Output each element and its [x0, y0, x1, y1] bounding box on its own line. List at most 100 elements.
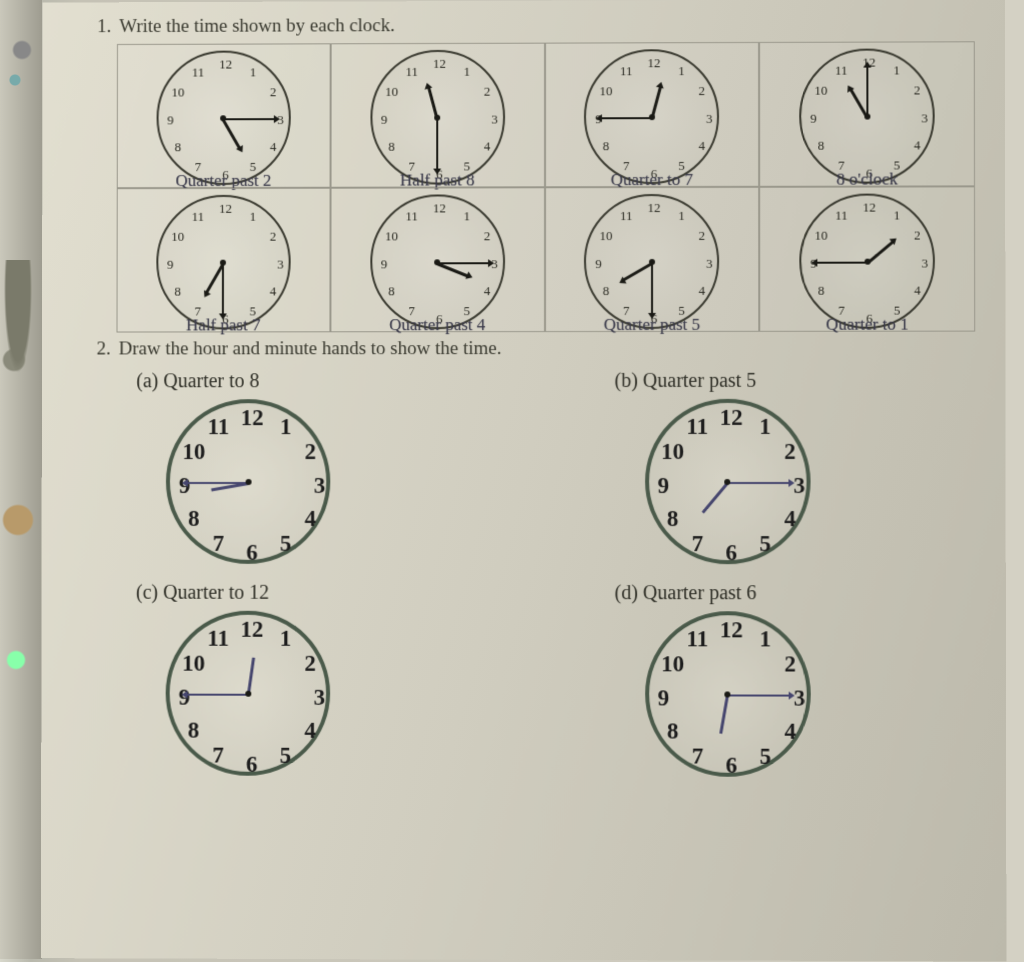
clock-number: 2 [270, 229, 276, 245]
clock-number: 12 [219, 57, 232, 73]
clock-number: 12 [720, 405, 743, 431]
handwritten-answer: Quarter past 5 [546, 316, 759, 333]
q1-clock: 121234567891011 [584, 194, 719, 329]
q2-item: (d) Quarter past 6121234567891011 [615, 582, 976, 777]
q2-clock: 121234567891011 [166, 611, 331, 776]
minute-hand [222, 263, 224, 315]
clock-number: 3 [314, 684, 325, 710]
clock-center [864, 258, 870, 264]
clock-number: 10 [814, 83, 827, 99]
minute-hand [866, 65, 868, 117]
hour-hand-drawn [702, 482, 729, 513]
clock-number: 11 [192, 64, 204, 80]
question-2-row: 2. Draw the hour and minute hands to sho… [97, 338, 976, 361]
clock-number: 10 [182, 439, 205, 465]
clock-number: 4 [914, 138, 921, 154]
clock-number: 11 [192, 208, 204, 224]
clock-number: 8 [175, 139, 181, 155]
clock-number: 4 [270, 284, 276, 300]
q1-cell: 121234567891011Quarter past 4 [330, 187, 544, 332]
clock-center [649, 258, 655, 264]
clock-number: 12 [647, 200, 660, 216]
clock-number: 3 [277, 256, 283, 272]
clock-number: 4 [270, 139, 276, 155]
clock-number: 8 [818, 283, 825, 299]
clock-number: 2 [305, 439, 316, 465]
clock-number: 11 [835, 207, 848, 223]
clock-number: 3 [794, 685, 806, 711]
handwritten-answer: Half past 8 [331, 171, 543, 188]
clock-number: 6 [246, 752, 257, 778]
clock-number: 11 [835, 62, 848, 78]
clock-number: 8 [603, 283, 610, 299]
clock-number: 2 [784, 651, 796, 677]
clock-number: 10 [599, 83, 612, 99]
clock-number: 1 [678, 63, 685, 79]
q1-cell: 121234567891011Half past 8 [330, 43, 544, 188]
q1-cell: 121234567891011Quarter to 7 [545, 42, 760, 187]
clock-number: 4 [304, 718, 315, 744]
clock-number: 10 [661, 651, 684, 677]
q2-number: 2. [97, 339, 111, 361]
clock-number: 4 [699, 138, 706, 154]
minute-hand-drawn [727, 482, 790, 484]
minute-hand [599, 117, 651, 119]
clock-center [245, 479, 251, 485]
clock-number: 8 [188, 718, 199, 744]
margin-decoration-3 [0, 490, 40, 590]
clock-number: 11 [405, 208, 418, 224]
clock-number: 10 [171, 84, 184, 100]
clock-number: 5 [280, 531, 291, 557]
hour-hand-drawn [246, 657, 254, 695]
clock-number: 9 [658, 685, 670, 711]
margin-decoration-4 [0, 640, 40, 720]
clock-number: 1 [760, 626, 772, 652]
clock-number: 2 [484, 83, 490, 99]
q2-item-label: (b) Quarter past 5 [615, 370, 976, 393]
clock-center [221, 115, 227, 121]
q1-cell: 121234567891011Quarter to 1 [759, 186, 975, 331]
handwritten-answer: Quarter past 4 [331, 316, 543, 333]
q2-item: (a) Quarter to 8121234567891011 [136, 370, 495, 564]
q1-clock: 121234567891011 [370, 50, 505, 185]
clock-number: 4 [484, 283, 490, 299]
clock-number: 10 [385, 84, 398, 100]
clock-number: 9 [381, 111, 387, 127]
clock-number: 3 [922, 255, 929, 271]
clock-number: 8 [667, 719, 679, 745]
handwritten-answer: Quarter to 1 [761, 316, 975, 333]
clock-number: 3 [491, 111, 497, 127]
clock-number: 2 [784, 439, 796, 465]
clock-number: 10 [385, 228, 398, 244]
q2-clock: 121234567891011 [645, 611, 811, 777]
hour-hand-drawn [719, 695, 729, 733]
clock-number: 4 [305, 506, 316, 532]
clock-number: 5 [280, 743, 291, 769]
minute-hand [437, 262, 489, 264]
clock-center [434, 114, 440, 120]
clock-number: 2 [699, 83, 706, 99]
clock-number: 8 [667, 506, 679, 532]
clock-number: 1 [678, 208, 685, 224]
clock-number: 10 [815, 227, 828, 243]
clock-number: 8 [603, 138, 610, 154]
clock-number: 1 [250, 64, 256, 80]
q2-item-label: (a) Quarter to 8 [136, 370, 494, 393]
clock-number: 3 [793, 472, 805, 498]
clock-number: 1 [894, 207, 901, 223]
minute-hand-drawn [186, 481, 249, 483]
clock-number: 9 [595, 256, 602, 272]
clock-number: 12 [647, 55, 660, 71]
clock-number: 6 [726, 540, 738, 566]
q2-clock-grid: (a) Quarter to 8121234567891011 (b) Quart… [136, 370, 976, 778]
clock-number: 5 [759, 531, 771, 557]
clock-number: 11 [620, 208, 633, 224]
clock-number: 12 [433, 201, 446, 217]
clock-number: 6 [726, 753, 738, 779]
clock-center [724, 691, 730, 697]
clock-number: 12 [720, 617, 743, 643]
margin-decoration-2 [0, 260, 40, 420]
handwritten-answer: Half past 7 [117, 316, 329, 333]
clock-number: 10 [182, 650, 205, 676]
q1-clock: 121234567891011 [156, 50, 290, 185]
